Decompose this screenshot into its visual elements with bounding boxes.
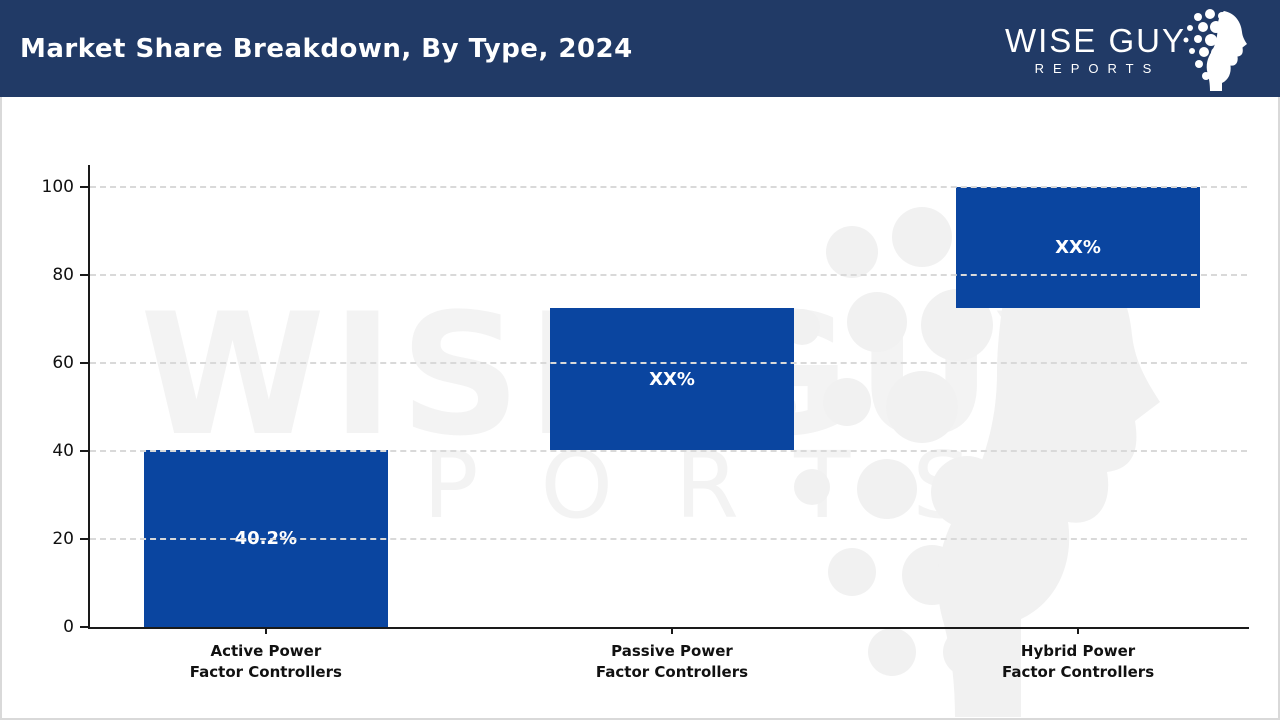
- x-axis-category-label-3: Hybrid Power Factor Controllers: [918, 641, 1238, 683]
- gridline-100: [90, 186, 1247, 188]
- gridline-40: [90, 450, 1247, 452]
- bar-2: XX%: [549, 308, 795, 451]
- x-axis-category-label-line: Factor Controllers: [189, 663, 342, 681]
- y-tick-label-60: 60: [52, 353, 74, 373]
- bar-3: XX%: [956, 187, 1201, 308]
- y-tick-label-0: 0: [63, 617, 74, 637]
- y-tick-mark-60: [80, 362, 88, 364]
- x-axis-category-label-line: Hybrid Power: [1020, 642, 1136, 660]
- y-axis-line: [88, 165, 90, 629]
- plot-area: 0 20 40 60 80 100 40.2% XX% XX% Active Power Facto…: [42, 177, 1247, 681]
- y-tick-mark-0: [80, 626, 88, 628]
- logo-wordmark: WISE GUY: [1004, 21, 1186, 59]
- logo-text: WISE GUY REPORTS: [1005, 22, 1186, 76]
- gridline-60: [90, 362, 1247, 364]
- bar-value-label-3: XX%: [1055, 237, 1101, 258]
- x-tick-mark-1: [264, 627, 267, 634]
- gridline-80: [90, 274, 1247, 276]
- x-axis-category-label-2: Passive Power Factor Controllers: [512, 641, 832, 683]
- logo-face-icon: [1183, 8, 1247, 91]
- header: Market Share Breakdown, By Type, 2024 WI…: [0, 0, 1280, 97]
- y-tick-mark-100: [80, 186, 88, 188]
- x-axis-line: [88, 627, 1249, 629]
- y-tick-mark-20: [80, 538, 88, 540]
- x-tick-mark-2: [670, 627, 673, 634]
- y-tick-label-40: 40: [52, 441, 74, 461]
- y-tick-mark-40: [80, 450, 88, 452]
- x-axis-category-label-1: Active Power Factor Controllers: [106, 641, 426, 683]
- bar-value-label-2: XX%: [649, 368, 695, 390]
- y-tick-label-80: 80: [52, 265, 74, 285]
- gridline-20: [90, 538, 1247, 540]
- y-tick-mark-80: [80, 274, 88, 276]
- wise-guy-reports-logo: WISE GUY REPORTS: [1005, 7, 1250, 91]
- x-axis-category-label-line: Passive Power: [611, 642, 733, 660]
- chart-area: WISE GUY REPORTS 0 20 40 60 80 100 40.2% XX% XX%…: [0, 97, 1280, 720]
- x-axis-category-label-line: Factor Controllers: [1002, 663, 1155, 681]
- x-axis-category-label-line: Factor Controllers: [595, 663, 749, 681]
- y-tick-label-20: 20: [52, 529, 74, 549]
- page-title: Market Share Breakdown, By Type, 2024: [20, 33, 633, 64]
- y-tick-label-100: 100: [41, 177, 74, 197]
- x-axis-category-label-line: Active Power: [210, 642, 322, 660]
- logo-subtext: REPORTS: [1034, 60, 1161, 76]
